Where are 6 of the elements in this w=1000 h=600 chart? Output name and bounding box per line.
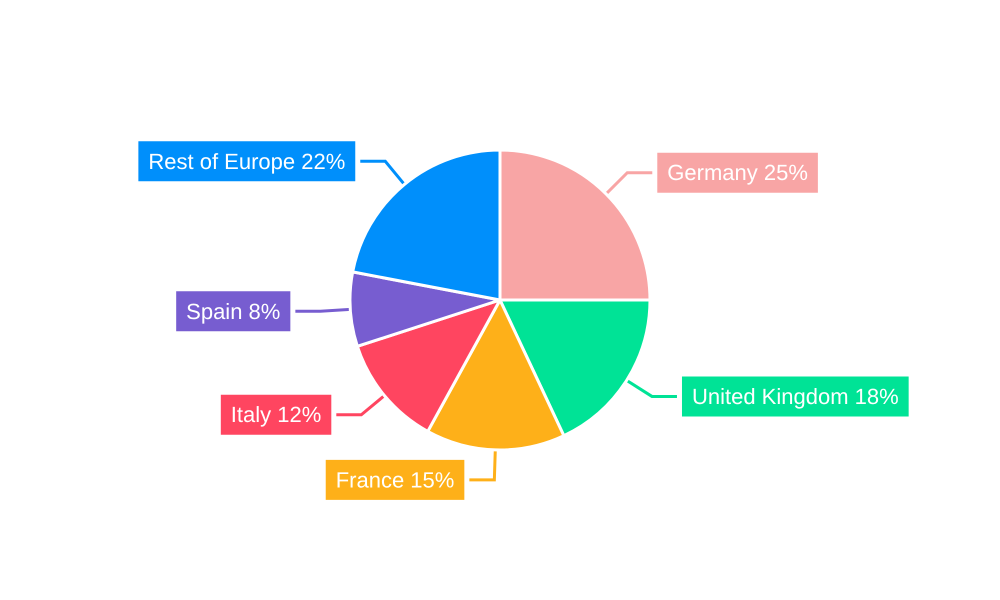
slice-label: Italy 12% [230,402,322,428]
slice-label: Rest of Europe 22% [148,148,346,174]
slice-label: Spain 8% [186,298,280,324]
slice-label: France 15% [336,467,454,492]
slice-label: United Kingdom 18% [692,384,899,409]
slice-label: Germany 25% [667,160,808,186]
